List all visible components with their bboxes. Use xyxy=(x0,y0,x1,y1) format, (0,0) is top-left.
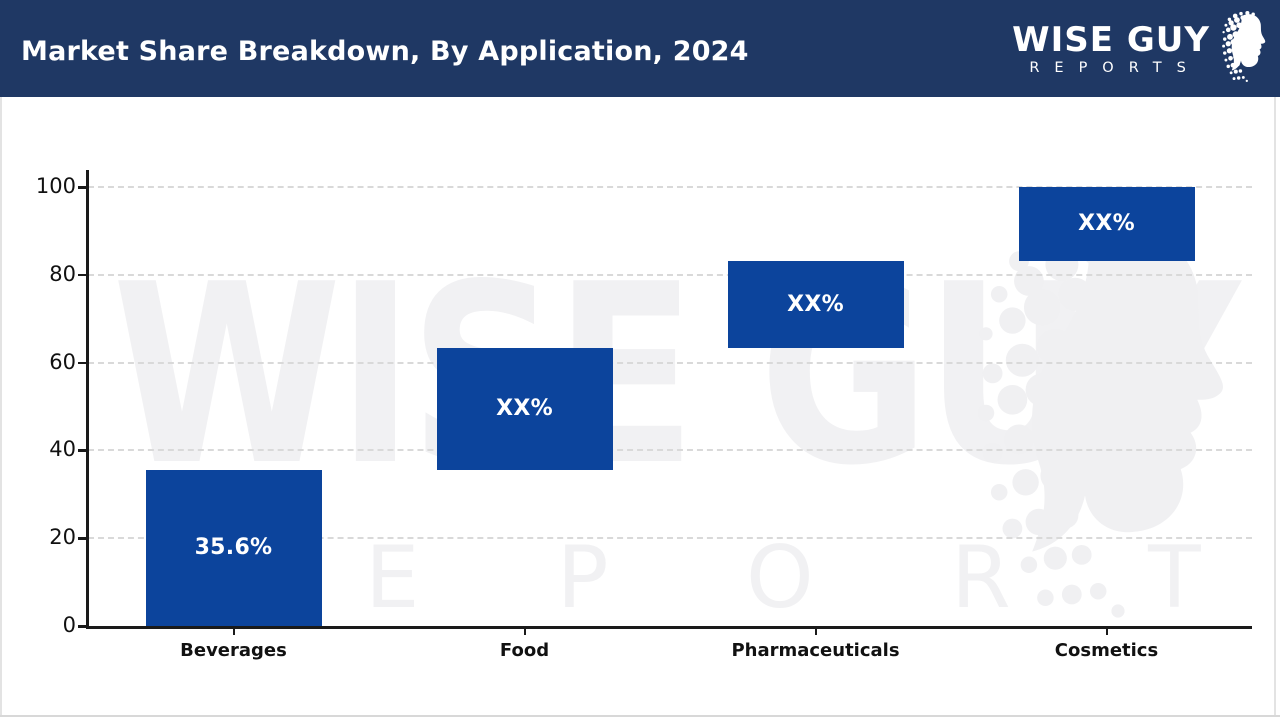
x-tick-label-cosmetics: Cosmetics xyxy=(1054,640,1159,661)
watermark-reports-text: R E P O R T S xyxy=(168,528,1280,628)
logo-wiseguy-text: WISE GUY xyxy=(1012,19,1210,60)
bar-value-label: XX% xyxy=(1078,211,1135,237)
bar-value-label: XX% xyxy=(496,396,553,422)
logo-dot-face-icon xyxy=(1222,11,1266,83)
gridline-100 xyxy=(88,186,1252,188)
bar-beverages: 35.6% xyxy=(145,469,322,626)
gridline-80 xyxy=(88,273,1252,276)
x-tick-label-beverages: Beverages xyxy=(180,640,287,661)
x-axis-line xyxy=(86,626,1252,629)
brand-logo: WISE GUY REPORTS xyxy=(1012,5,1270,93)
y-tick-mark-100 xyxy=(78,186,86,189)
y-tick-label: 40 xyxy=(49,437,76,462)
y-axis-line xyxy=(86,170,89,628)
x-tick-mark-cosmetics xyxy=(1105,628,1108,635)
gridline-60 xyxy=(88,361,1252,364)
gridline-20 xyxy=(88,537,1252,540)
bar-cosmetics: XX% xyxy=(1018,187,1195,261)
x-tick-mark-food xyxy=(523,628,526,635)
y-tick-label: 100 xyxy=(35,174,76,198)
frame-edge-left xyxy=(0,97,2,715)
watermark-dot-face-icon xyxy=(977,215,1223,618)
x-tick-label-food: Food xyxy=(499,640,550,661)
y-tick-label: 60 xyxy=(49,349,76,374)
y-tick-mark-20 xyxy=(78,537,86,540)
y-tick-label: 20 xyxy=(49,525,76,550)
frame-edge-right xyxy=(1274,97,1276,715)
y-tick-mark-40 xyxy=(78,449,86,452)
y-tick-label: 0 xyxy=(62,613,76,637)
page-title: Market Share Breakdown, By Application, … xyxy=(21,36,749,67)
y-tick-mark-80 xyxy=(78,273,86,277)
x-tick-label-pharmaceuticals: Pharmaceuticals xyxy=(731,640,900,661)
bar-pharmaceuticals: XX% xyxy=(727,260,904,348)
frame-edge-bottom xyxy=(0,715,1280,717)
y-tick-mark-60 xyxy=(78,361,86,365)
bar-value-label: 35.6% xyxy=(194,535,273,561)
y-tick-mark-0 xyxy=(78,625,86,628)
x-tick-mark-beverages xyxy=(232,628,235,635)
bar-value-label: XX% xyxy=(787,291,844,317)
header-bar: Market Share Breakdown, By Application, … xyxy=(0,0,1280,97)
x-tick-mark-pharmaceuticals xyxy=(814,628,817,635)
logo-reports-text: REPORTS xyxy=(1029,59,1201,76)
y-tick-label: 80 xyxy=(49,261,76,286)
gridline-40 xyxy=(88,449,1252,452)
logo-wordmark: WISE GUY REPORTS xyxy=(1012,19,1210,76)
bar-food: XX% xyxy=(436,347,613,470)
